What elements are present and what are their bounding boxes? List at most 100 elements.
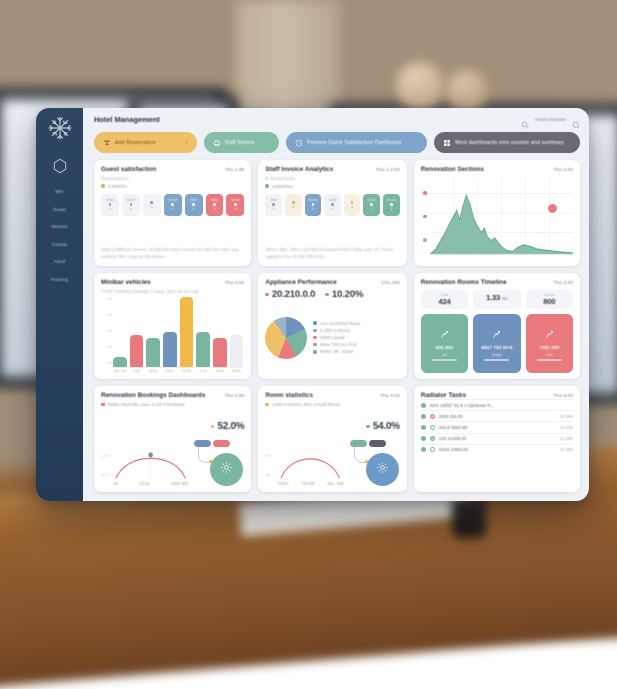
legend-item: Mloe T0it ALL fiod — [313, 342, 360, 347]
gauge-connector — [354, 447, 366, 463]
search-icon[interactable] — [521, 116, 529, 124]
status-chip[interactable]: 0 — [344, 194, 361, 216]
legend-label: 94h8 t.Qowl — [320, 335, 345, 340]
chip-top-label: Greet — [106, 198, 114, 202]
metric-tile[interactable]: 825 d00 odti — [421, 314, 468, 373]
bar[interactable] — [163, 332, 177, 367]
dashboard-summary-pill[interactable]: Most dashboards mini session and summary — [434, 132, 580, 153]
dashboard-hexagon-icon[interactable] — [51, 157, 69, 175]
sidebar-item-min[interactable]: Min — [36, 189, 83, 194]
stat-box[interactable]: 1.33 Mn — [473, 290, 520, 309]
status-chip[interactable]: 0 — [143, 194, 161, 216]
y-tick: 16 — [101, 329, 112, 333]
metric-tile[interactable]: 6817 793 00-6 Rodtot — [473, 314, 520, 373]
card-title: Room statistics — [265, 392, 313, 399]
list-item[interactable]: S318 1095L00 15.360 — [421, 444, 573, 455]
card-room-statistics: Room statistics Thu 3:20 Soldt Fourmiro … — [258, 386, 406, 492]
status-chip[interactable]: 0 — [285, 194, 302, 216]
gauge-percent-dot — [366, 425, 370, 429]
legend-label: 20800/Rte — [272, 184, 293, 189]
x-tick: Rdkjr — [213, 369, 227, 373]
add-reservation-pill[interactable]: Add Reservation › — [94, 132, 197, 153]
card-header: Appliance Performance 179,.290 — [265, 279, 399, 286]
trend-icon — [545, 326, 554, 344]
bar[interactable] — [196, 332, 210, 367]
knob[interactable] — [350, 440, 367, 447]
kpi-value: 10.20% — [332, 289, 363, 300]
bar[interactable] — [130, 335, 144, 367]
sidebar-item-asnd[interactable]: Asnd — [36, 259, 83, 264]
sidebar: Min Guest Memos Consst Asnd Pracing — [36, 108, 83, 501]
gauge-dial[interactable] — [210, 453, 243, 486]
knob[interactable] — [369, 440, 386, 447]
card-renovation-timeline: Renovation Rooms Timeline Thu 2:00 Cost … — [414, 273, 580, 379]
stat-box[interactable]: Cost 424 — [421, 290, 468, 309]
bar[interactable] — [180, 297, 194, 367]
gauge-dial[interactable] — [366, 453, 399, 486]
bar[interactable] — [113, 357, 127, 366]
chip-top-label: Mins — [211, 198, 218, 202]
sidebar-item-consst[interactable]: Consst — [36, 242, 83, 247]
grid-icon — [443, 139, 451, 147]
action-pill-row: Add Reservation › Staff Rooms Preview Gu… — [83, 131, 589, 160]
bar-series — [112, 297, 244, 368]
knob[interactable] — [194, 440, 211, 447]
bar[interactable] — [146, 338, 160, 367]
user-circle-icon[interactable] — [572, 116, 580, 124]
tile-progress-bar — [484, 359, 509, 362]
list-item[interactable]: 43% 19f32" 01.8 A Ophieste R... — [421, 399, 573, 410]
list-item-label: SSL9 2884.80 — [439, 425, 468, 430]
sidebar-item-pracing[interactable]: Pracing — [36, 277, 83, 282]
background-cup — [452, 498, 486, 538]
gauge-percent-dot — [211, 425, 215, 429]
card-header: Radiator Tasks Thu 2:00 — [421, 392, 573, 399]
bar-chart-plot: MO: 36 Sofa Berry Wino A335 4.0V Rdkjr B… — [112, 297, 244, 374]
card-meta: 179,.290 — [381, 281, 400, 286]
y-tick: 19.L1 — [101, 473, 113, 477]
sidebar-item-guest[interactable]: Guest — [36, 207, 83, 212]
metric-tile[interactable]: 7931 00h hodt — [526, 314, 573, 373]
chip-dot — [109, 203, 112, 206]
chip-dot — [130, 203, 133, 206]
chip-bottom-label: 0 — [292, 205, 294, 209]
user-label[interactable]: Hotel Chamber — [535, 117, 566, 122]
stat-box[interactable]: Guest 800 — [526, 290, 573, 309]
list-item[interactable]: 2992 (93.00 52.390 — [421, 410, 573, 421]
card-title: Renovation Sections — [421, 166, 484, 173]
list-item[interactable]: 220 41309.00 12.280 — [421, 433, 573, 444]
staff-rooms-pill[interactable]: Staff Rooms — [204, 132, 280, 153]
preview-dashboard-pill[interactable]: Preview Guest Satisfaction Dashboard — [286, 132, 427, 153]
pie-chart-graphic[interactable] — [265, 317, 307, 359]
tile-label: odti — [442, 353, 447, 357]
status-dot-icon — [421, 403, 426, 408]
kpi-dot — [325, 293, 329, 297]
chip-bottom-label: 0 — [193, 207, 195, 211]
gauge-dial-group: 54.0% — [348, 434, 400, 486]
gauge-percent-value: 52.0% — [217, 421, 244, 432]
chip-dot — [312, 203, 315, 206]
list-item[interactable]: SSL9 2884.80 14.290 — [421, 421, 573, 432]
x-tick: Berry — [146, 369, 160, 373]
card-renovation-bookings: Renovation Bookings Dashboards Thu 2:00 … — [94, 386, 251, 492]
legend-label: Statte Msof lillo ouso S.Gfr Foresbwet — [108, 402, 185, 407]
bar[interactable] — [213, 338, 227, 367]
knob[interactable] — [213, 440, 230, 447]
sidebar-item-memos[interactable]: Memos — [36, 224, 83, 229]
bed-icon — [103, 139, 111, 147]
chip-top-label: Task — [270, 198, 277, 202]
card-header: Room statistics Thu 3:20 — [265, 392, 399, 399]
x-tick: Wino — [163, 369, 177, 373]
chip-bottom-label: 0 — [332, 207, 334, 211]
bar[interactable] — [230, 335, 244, 367]
